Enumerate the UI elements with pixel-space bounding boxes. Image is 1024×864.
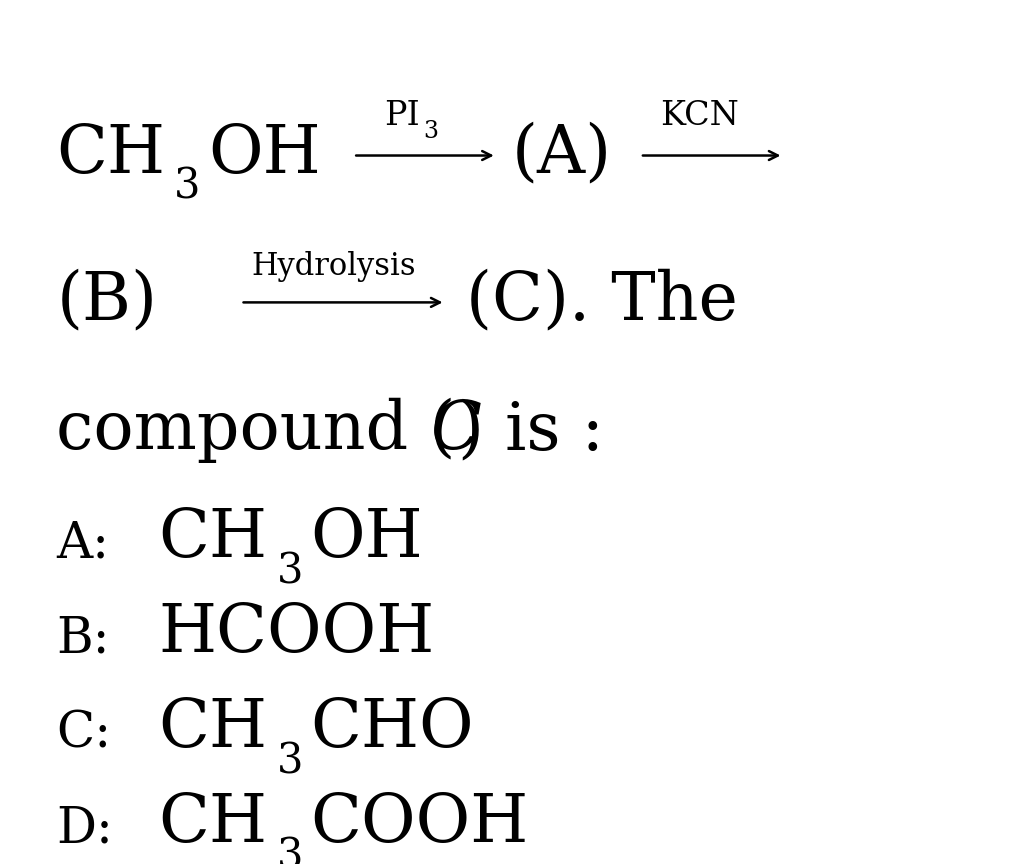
Text: (B): (B) (56, 269, 158, 334)
Text: 3: 3 (276, 835, 303, 864)
Text: CH: CH (159, 506, 267, 571)
Text: Hydrolysis: Hydrolysis (251, 251, 416, 282)
Text: CH: CH (159, 696, 267, 761)
Text: PI: PI (384, 100, 420, 132)
Text: 3: 3 (276, 550, 303, 592)
Text: ) is :: ) is : (458, 398, 604, 463)
Text: OH: OH (208, 122, 321, 187)
Text: HCOOH: HCOOH (159, 601, 435, 666)
Text: compound (: compound ( (56, 398, 456, 463)
Text: CH: CH (56, 122, 165, 187)
Text: 3: 3 (276, 740, 303, 782)
Text: C: C (430, 398, 481, 463)
Text: 3: 3 (423, 120, 438, 143)
Text: COOH: COOH (310, 791, 528, 856)
Text: KCN: KCN (660, 100, 739, 132)
Text: 3: 3 (174, 166, 201, 207)
Text: B:: B: (56, 613, 110, 664)
Text: (C). The: (C). The (466, 269, 738, 334)
Text: OH: OH (310, 506, 423, 571)
Text: CHO: CHO (310, 696, 474, 761)
Text: A:: A: (56, 518, 110, 569)
Text: (A): (A) (512, 122, 612, 187)
Text: D:: D: (56, 804, 114, 854)
Text: C:: C: (56, 708, 112, 759)
Text: CH: CH (159, 791, 267, 856)
